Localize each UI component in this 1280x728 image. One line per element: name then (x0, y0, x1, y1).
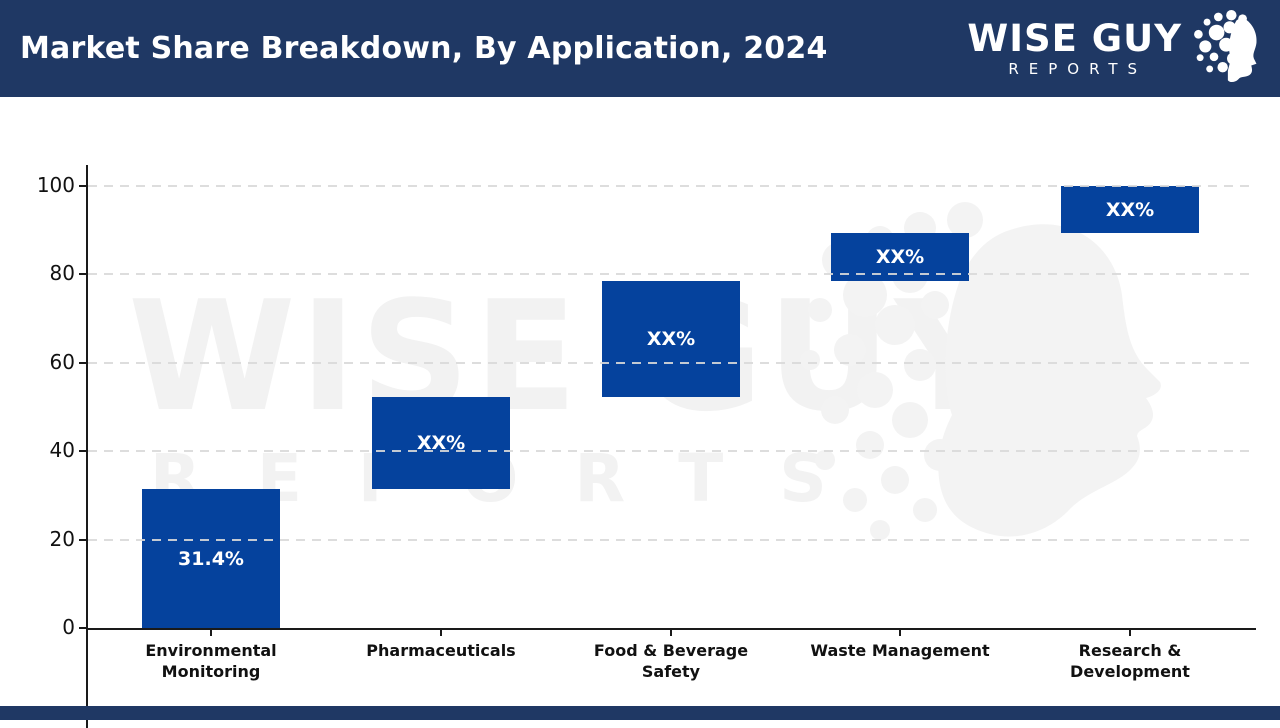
wiseguy-logo: WISE GUY REPORTS (967, 6, 1266, 92)
gridline-40 (88, 450, 1256, 453)
x-axis-category-label-line: Food & Beverage (593, 641, 749, 660)
bar-pharmaceuticals: XX% (372, 396, 510, 490)
bar-food-beverage-safety: XX% (602, 281, 740, 397)
y-axis-tick-label: 0 (62, 615, 75, 639)
y-axis-tick-label: 100 (36, 173, 75, 197)
gridline-20 (88, 538, 1256, 541)
chart-title: Market Share Breakdown, By Application, … (20, 31, 828, 66)
logo-subtitle: REPORTS (1008, 60, 1148, 79)
y-axis-tick-label: 80 (49, 261, 75, 286)
x-axis-category-label-line: Research & (1078, 641, 1182, 660)
gridline-100 (88, 185, 1256, 187)
y-axis-tick (79, 627, 88, 629)
logo-text: WISE GUY REPORTS (967, 16, 1182, 79)
y-axis-line (86, 165, 88, 728)
gridline-60 (88, 361, 1256, 364)
y-axis-tick (79, 185, 88, 187)
bar-value-label: XX% (646, 327, 696, 350)
x-axis-tick (440, 628, 442, 636)
x-axis-category-label-line: Environmental (145, 641, 277, 660)
x-axis-category-label-line: Monitoring (161, 661, 261, 681)
x-axis-category-label-line: Development (1070, 661, 1190, 681)
x-axis-tick (210, 628, 212, 636)
x-axis-tick (670, 628, 672, 636)
logo-wordmark: WISE GUY (967, 16, 1182, 60)
x-axis-tick (1129, 628, 1131, 636)
bar-value-label: 31.4% (178, 547, 244, 570)
x-axis-category-label-line: Waste Management (810, 641, 990, 660)
bar-value-label: XX% (875, 246, 925, 269)
y-axis-tick-label: 60 (49, 349, 75, 374)
x-axis-category-label-line: Safety (641, 661, 701, 681)
x-axis-category-label: Pharmaceuticals (325, 641, 557, 662)
bar-environmental-monitoring: 31.4% (142, 489, 280, 628)
y-axis-tick (79, 538, 88, 541)
logo-head-icon (1194, 10, 1257, 83)
x-axis-category-label: Environmental Monitoring (95, 641, 327, 683)
x-axis-tick (899, 628, 901, 636)
x-axis-category-label: Food & Beverage Safety (555, 641, 787, 683)
y-axis-tick-label: 40 (49, 438, 75, 463)
header-bar: Market Share Breakdown, By Application, … (0, 0, 1280, 97)
y-axis-tick (79, 450, 88, 453)
y-axis-tick (79, 273, 88, 276)
bar-waste-management: XX% (831, 233, 969, 282)
x-axis-category-label: Waste Management (784, 641, 1016, 662)
bar-value-label: XX% (1105, 198, 1155, 221)
chart-plot-area: 0 20 40 60 80 100 31.4% XX% XX% XX% XX% Environment… (0, 97, 1280, 728)
x-axis-category-label: Research & Development (1014, 641, 1246, 683)
gridline-80 (88, 273, 1256, 276)
bar-research-development: XX% (1061, 186, 1199, 234)
footer-bar (0, 706, 1280, 720)
y-axis-tick-label: 20 (49, 526, 75, 551)
x-axis-category-label-line: Pharmaceuticals (366, 641, 516, 660)
bar-value-label: XX% (416, 432, 466, 455)
y-axis-tick (79, 361, 88, 364)
